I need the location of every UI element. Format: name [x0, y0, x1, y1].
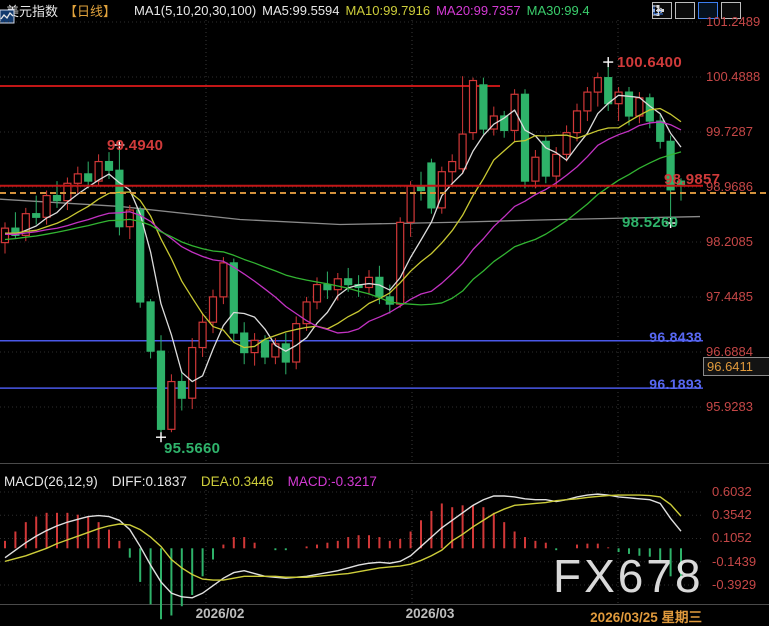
collapse-panel-icon[interactable]	[652, 2, 741, 19]
price-tick-label: 99.7287	[706, 124, 753, 139]
annotation-top-peak: 100.6400	[617, 54, 682, 71]
macd-diff-value: DIFF:0.1837	[111, 474, 187, 489]
ma30-value: MA30:99.4	[526, 2, 590, 18]
macd-macd-value: MACD:-0.3217	[287, 474, 377, 489]
annotation-last-close: 98.9857	[664, 171, 721, 188]
macd-histogram-chart[interactable]	[0, 490, 703, 620]
panel-divider[interactable]	[0, 463, 769, 464]
ma5-value: MA5:99.5594	[262, 2, 340, 18]
ma-settings-label: MA1(5,10,20,30,100)	[134, 2, 257, 18]
macd-dea-value: DEA:0.3446	[200, 474, 274, 489]
macd-tick-label: -0.1439	[712, 553, 757, 569]
macd-tick-label: 0.1052	[712, 530, 752, 546]
price-tick-label: 98.2085	[706, 234, 753, 249]
price-tick-label: 98.9686	[706, 179, 753, 194]
axis-scale-icon[interactable]	[653, 2, 695, 19]
macd-indicator-header: MACD(26,12,9) DIFF:0.1837 DEA:0.3446 MAC…	[4, 473, 377, 490]
annotation-recent-low: 98.5260	[622, 214, 679, 231]
annotation-first-peak: 99.4940	[107, 137, 164, 154]
date-label-feb: 2026/02	[195, 606, 245, 621]
price-tick-label: 101.2489	[706, 14, 761, 29]
axis-marker-box: 96.6411	[703, 357, 769, 376]
ma20-value: MA20:99.7357	[436, 2, 521, 18]
annotation-bottom-low: 95.5660	[164, 440, 221, 457]
macd-title[interactable]: MACD(26,12,9)	[4, 474, 98, 489]
candles-group	[0, 66, 686, 434]
chart-toolbar	[652, 2, 741, 19]
price-tick-label: 97.4485	[706, 288, 753, 304]
main-candlestick-chart[interactable]	[0, 20, 769, 463]
price-tick-label: 96.6884	[706, 343, 753, 359]
annotation-support-lower: 96.1893	[649, 376, 702, 392]
fx678-watermark: FX678	[553, 550, 704, 602]
time-axis-divider	[0, 604, 769, 605]
price-tick-label: 100.4888	[706, 69, 761, 84]
macd-tick-label: -0.3929	[712, 576, 757, 592]
macd-tick-label: 0.3542	[712, 507, 752, 523]
period-label[interactable]: 【日线】	[64, 3, 117, 19]
date-label-mar: 2026/03	[405, 606, 455, 621]
annotation-support-upper: 96.8438	[649, 329, 702, 345]
axis-scale-active-icon[interactable]	[653, 2, 718, 19]
date-label-current: 2026/03/25 星期三	[590, 610, 702, 625]
chart-header-bar: 美元指数 【日线】 MA1(5,10,20,30,100) MA5:99.559…	[0, 0, 769, 24]
macd-tick-label: 0.6032	[712, 483, 752, 499]
price-tick-label: 95.9283	[706, 398, 753, 414]
symbol-name: 美元指数	[6, 3, 59, 19]
ma10-value: MA10:99.7916	[345, 2, 431, 18]
